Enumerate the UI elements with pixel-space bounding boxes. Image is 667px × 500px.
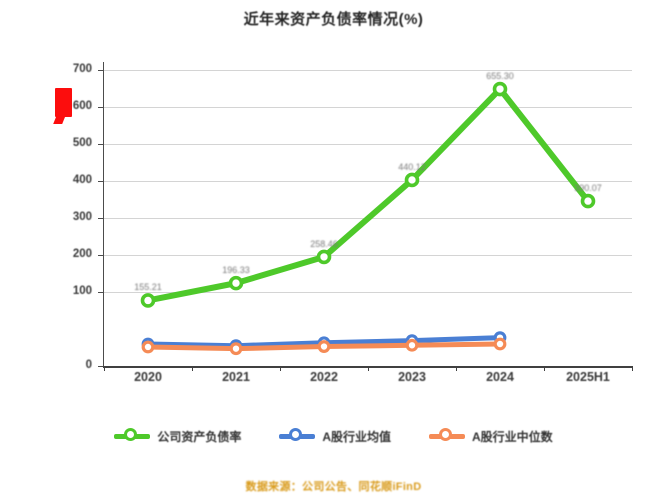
x-tick-label-2024: 2024	[486, 370, 514, 384]
chart-title: 近年来资产负债率情况(%)	[243, 11, 424, 28]
data-label-2020: 155.21	[134, 282, 162, 293]
gridline-100	[104, 292, 632, 293]
y-tick-label-200: 200	[72, 248, 92, 260]
x-tick-mark-6	[632, 366, 633, 371]
y-tick-mark-600	[98, 107, 103, 108]
x-tick-mark-2	[280, 366, 281, 371]
x-tick-mark-3	[368, 366, 369, 371]
y-tick-label-0: 0	[85, 359, 92, 371]
legend-marker-orange-icon	[429, 428, 465, 445]
x-tick-mark-4	[456, 366, 457, 371]
data-label-2023: 440.12	[398, 161, 426, 172]
y-tick-label-700: 700	[72, 63, 92, 75]
data-label-2025h1: 390.07	[574, 183, 602, 194]
legend-item-company-debt-ratio[interactable]: 公司资产负债率	[114, 428, 241, 445]
y-tick-label-600: 600	[72, 100, 92, 112]
x-tick-mark-5	[544, 366, 545, 371]
y-tick-label-100: 100	[72, 285, 92, 297]
gridline-700	[104, 70, 632, 71]
y-tick-mark-0	[98, 366, 103, 367]
y-tick-mark-400	[98, 181, 103, 182]
legend-marker-green-icon	[114, 428, 151, 445]
y-tick-label-300: 300	[72, 211, 92, 223]
x-tick-label-2025h1: 2025H1	[566, 370, 610, 384]
gridline-500	[104, 144, 632, 145]
y-tick-mark-200	[98, 255, 103, 256]
cursor-highlight-marker	[55, 88, 72, 117]
data-label-2021: 196.33	[222, 265, 250, 276]
legend-marker-blue-icon	[279, 428, 316, 445]
x-tick-mark-1	[192, 366, 193, 371]
y-axis-line	[103, 62, 104, 367]
chart-legend: 公司资产负债率 A股行业均值 A股行业中位数	[0, 428, 667, 445]
x-tick-label-2021: 2021	[222, 370, 250, 384]
source-watermark: 数据来源：公司公告、同花顺iFinD	[245, 481, 422, 493]
data-label-2022: 258.46	[310, 238, 338, 249]
x-tick-label-2022: 2022	[310, 370, 338, 384]
y-tick-mark-500	[98, 144, 103, 145]
legend-item-industry-mean[interactable]: A股行业均值	[279, 428, 391, 445]
gridline-200	[104, 255, 632, 256]
plot-area	[104, 62, 632, 366]
data-label-2024: 655.30	[486, 71, 514, 82]
legend-item-industry-median[interactable]: A股行业中位数	[429, 428, 553, 445]
x-tick-label-2020: 2020	[134, 370, 162, 384]
gridline-600	[104, 107, 632, 108]
legend-label-company-debt-ratio: 公司资产负债率	[157, 430, 242, 444]
gridline-400	[104, 181, 632, 182]
y-tick-mark-700	[98, 70, 103, 71]
y-tick-mark-100	[98, 292, 103, 293]
x-tick-label-2023: 2023	[398, 370, 426, 384]
gridline-300	[104, 218, 632, 219]
x-tick-mark-0	[104, 366, 105, 371]
legend-label-industry-median: A股行业中位数	[472, 430, 553, 444]
y-tick-label-400: 400	[72, 174, 92, 186]
legend-label-industry-mean: A股行业均值	[322, 430, 391, 444]
y-tick-label-500: 500	[72, 137, 92, 149]
y-tick-mark-300	[98, 218, 103, 219]
